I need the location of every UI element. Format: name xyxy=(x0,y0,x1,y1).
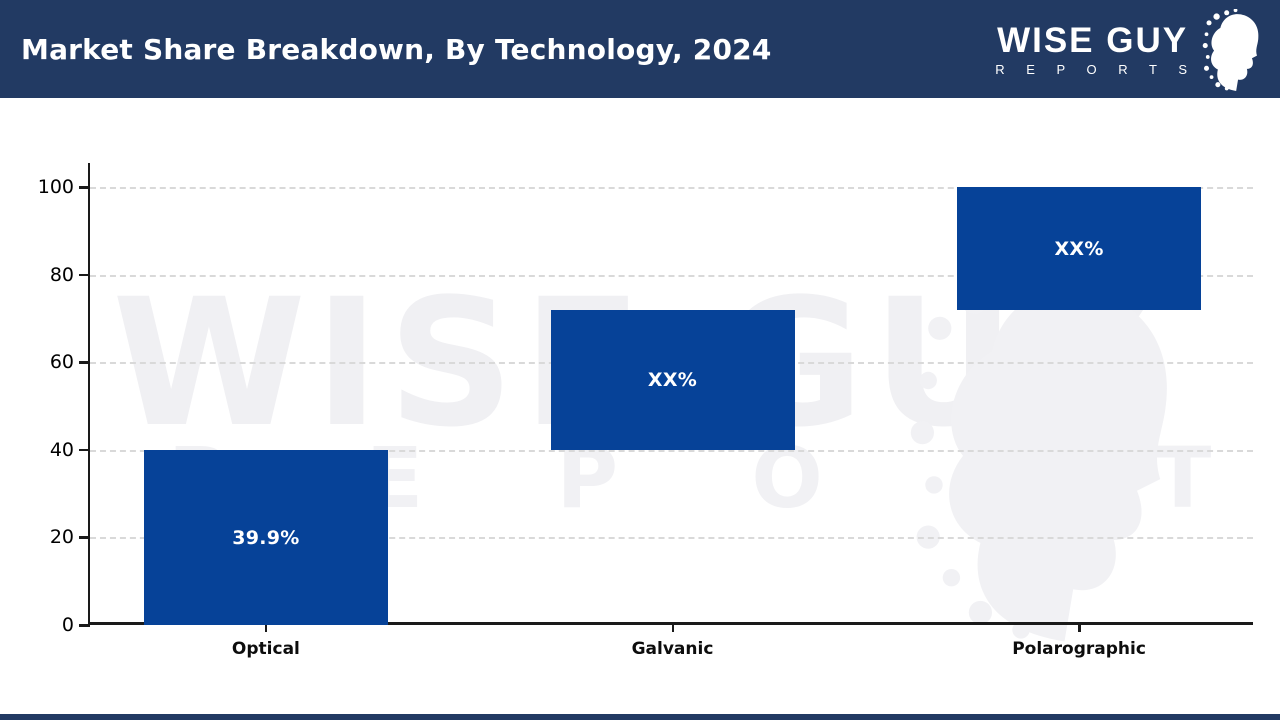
gridline-y-20 xyxy=(90,537,1253,540)
y-tick-60 xyxy=(79,361,90,364)
bar-value-label: XX% xyxy=(1054,237,1104,260)
gridline-y-40 xyxy=(90,449,1253,452)
y-tick-label-40: 40 xyxy=(49,438,74,461)
y-tick-label-100: 100 xyxy=(37,176,74,199)
x-category-label-optical: Optical xyxy=(231,639,300,659)
page-title: Market Share Breakdown, By Technology, 2… xyxy=(21,32,772,66)
y-tick-100 xyxy=(79,186,90,189)
wiseguy-logo: WISE GUY R E P O R T S xyxy=(989,8,1266,92)
y-tick-0 xyxy=(79,624,90,627)
bar-polarographic: XX% xyxy=(957,187,1202,311)
bar-galvanic: XX% xyxy=(550,310,795,451)
logo-wordmark-line2: R E P O R T S xyxy=(995,62,1196,77)
gridline-y-100 xyxy=(90,187,1253,190)
x-tick-optical xyxy=(264,625,268,632)
x-category-label-galvanic: Galvanic xyxy=(631,639,714,659)
y-tick-label-80: 80 xyxy=(49,263,74,286)
y-tick-80 xyxy=(79,273,90,277)
y-tick-label-20: 20 xyxy=(49,526,74,549)
y-tick-label-60: 60 xyxy=(49,351,74,374)
chart-canvas: WISE GUY R E P O R T S 02040608010039.9%… xyxy=(0,98,1280,714)
bar-value-label: 39.9% xyxy=(232,526,300,549)
x-tick-polarographic xyxy=(1078,625,1081,632)
gridline-y-80 xyxy=(90,274,1253,277)
logo-wordmark-line1: WISE GUY xyxy=(997,21,1189,60)
header-bar: Market Share Breakdown, By Technology, 2… xyxy=(0,0,1280,98)
bar-value-label: XX% xyxy=(647,369,698,392)
logo-wordmark: WISE GUY R E P O R T S xyxy=(989,23,1196,77)
x-category-label-polarographic: Polarographic xyxy=(1012,639,1146,659)
bar-optical: 39.9% xyxy=(143,450,388,625)
x-tick-galvanic xyxy=(671,625,674,632)
y-tick-label-0: 0 xyxy=(61,614,74,636)
plot-area: 0 20 40 60 80 100 39.9% Optical XX% Galvanic XX% Po… xyxy=(38,163,1253,659)
y-tick-20 xyxy=(79,536,90,539)
footer-strip xyxy=(0,714,1280,720)
logo-face-icon xyxy=(1202,9,1259,91)
y-tick-40 xyxy=(79,448,90,452)
